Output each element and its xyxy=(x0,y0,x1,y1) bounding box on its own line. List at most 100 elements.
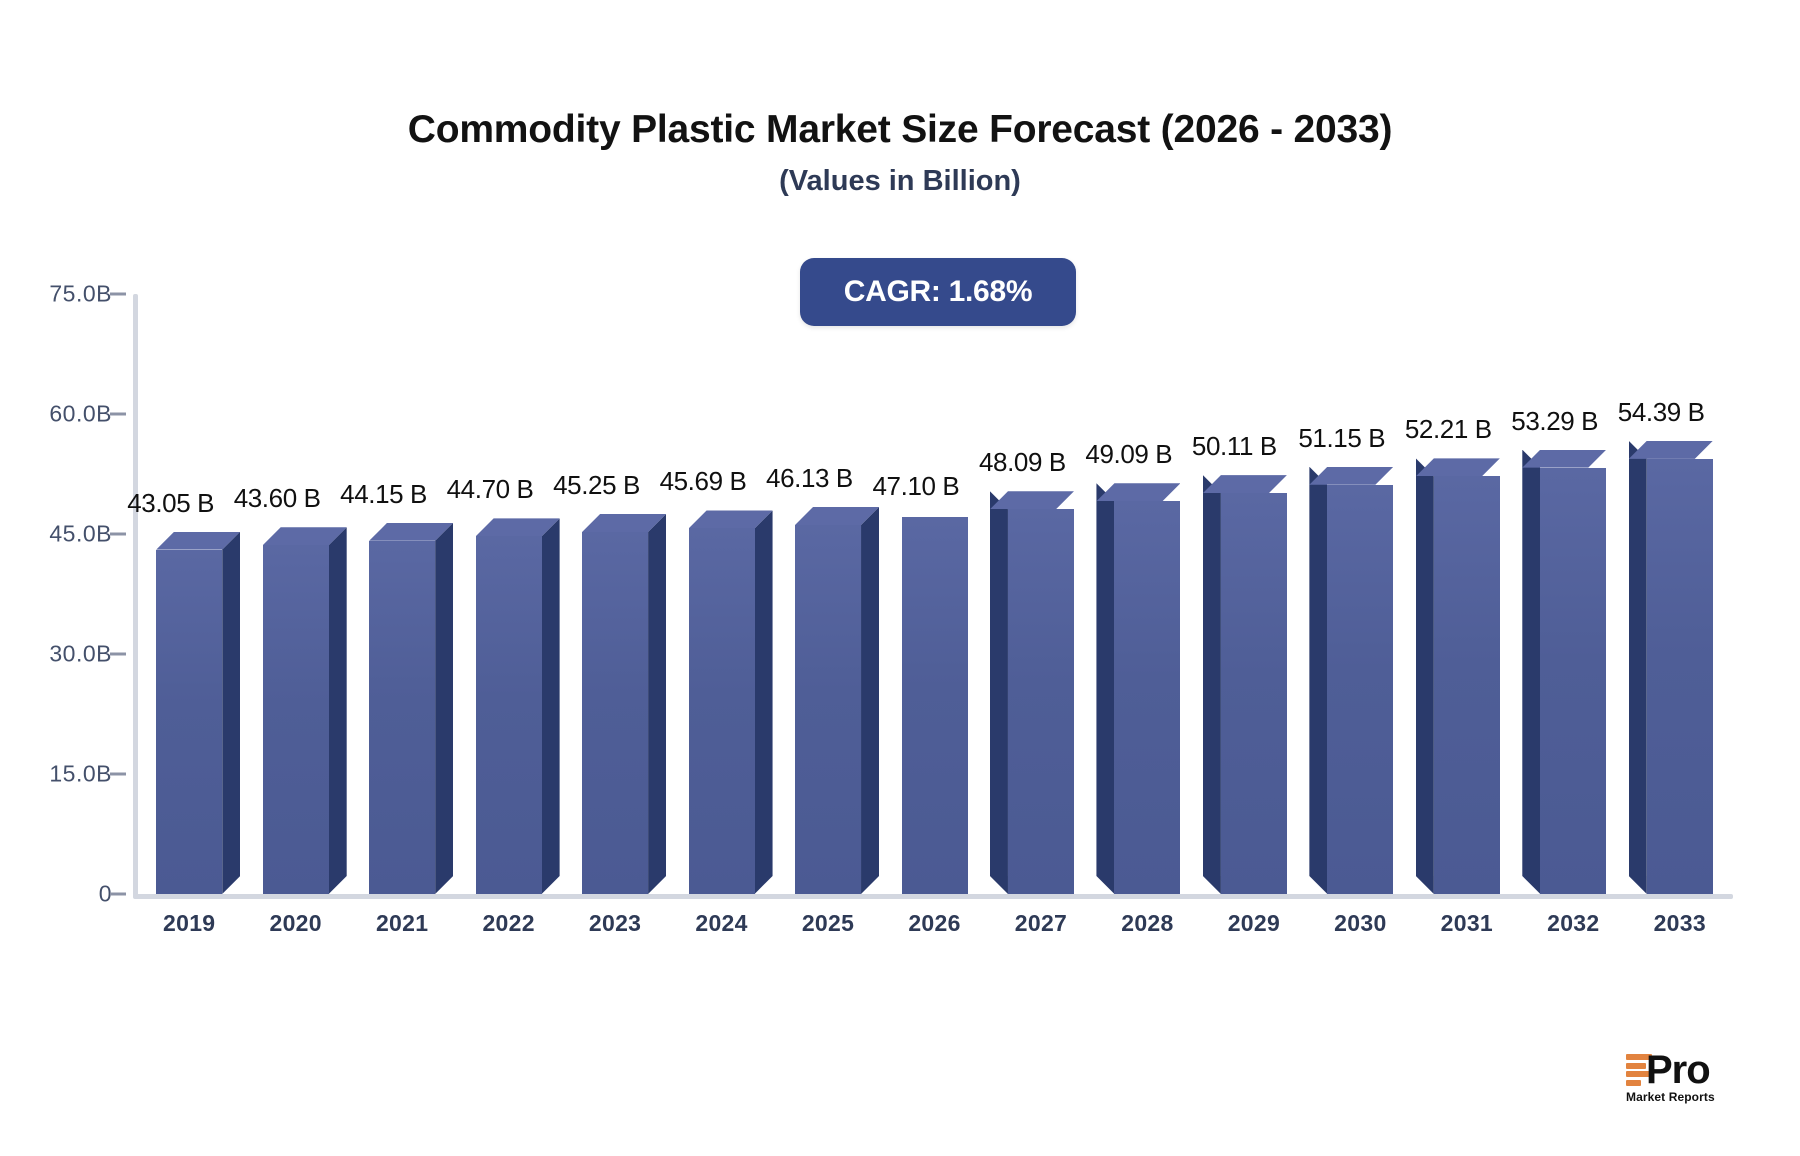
x-axis-tick-label: 2023 xyxy=(588,910,642,936)
cagr-badge: CAGR: 1.68% xyxy=(800,258,1076,326)
bar-value-label: 54.39 B xyxy=(1617,396,1705,427)
x-axis-tick-label: 2026 xyxy=(908,910,961,936)
y-axis-tick-mark xyxy=(110,412,126,416)
bar-front-face xyxy=(1220,493,1287,894)
x-axis-tick-label: 2028 xyxy=(1121,910,1174,936)
bar-top-face xyxy=(156,532,240,550)
bar-top-face xyxy=(1309,467,1393,485)
bar-side-face xyxy=(648,514,666,894)
logo-tagline: Market Reports xyxy=(1626,1090,1715,1104)
bar-front-face xyxy=(1540,467,1607,894)
bar-side-face xyxy=(861,507,879,894)
bar-top-face xyxy=(476,518,560,536)
bar-front-face xyxy=(369,540,436,894)
bar-side-face xyxy=(1203,475,1221,894)
y-axis-tick-label: 60.0B xyxy=(49,400,112,427)
y-axis-tick-label: 30.0B xyxy=(49,640,112,667)
x-axis-tick-label: 2021 xyxy=(375,910,429,936)
bar-value-label: 43.60 B xyxy=(233,483,321,514)
x-axis-tick-label: 2025 xyxy=(801,910,855,936)
y-axis-tick-mark xyxy=(110,892,126,896)
bar-front-face xyxy=(582,532,649,894)
bar-front-face xyxy=(156,549,223,894)
bar-side-face xyxy=(1416,458,1434,894)
x-axis-tick-label: 2022 xyxy=(482,910,535,936)
bar-top-face xyxy=(1522,450,1606,468)
bar-front-face xyxy=(1646,458,1713,894)
x-axis-tick-label: 2024 xyxy=(695,910,748,936)
x-axis-line xyxy=(133,894,1733,899)
x-axis-tick-label: 2019 xyxy=(163,910,216,936)
bar-side-face xyxy=(222,532,240,894)
x-axis-tick-label: 2030 xyxy=(1334,910,1387,936)
bar-front-face xyxy=(1433,476,1500,894)
page-title: Commodity Plastic Market Size Forecast (… xyxy=(407,108,1393,151)
y-axis-tick-label: 0 xyxy=(98,880,112,907)
bar-value-label: 51.15 B xyxy=(1298,422,1386,453)
bar-top-face xyxy=(582,514,666,532)
bar-value-label: 44.70 B xyxy=(446,474,534,505)
bar-top-face xyxy=(1203,475,1287,493)
y-axis-tick-label: 15.0B xyxy=(49,760,112,787)
x-axis-tick-label: 2031 xyxy=(1440,910,1494,936)
bar-side-face xyxy=(1522,450,1540,894)
bar-value-label: 45.69 B xyxy=(659,466,747,497)
logo-bars-icon xyxy=(1626,1054,1652,1086)
x-axis-tick-label: 2033 xyxy=(1653,910,1706,936)
y-axis-line xyxy=(133,294,138,898)
bar-value-label: 45.25 B xyxy=(553,470,640,500)
bar-top-face xyxy=(263,527,347,545)
x-axis-tick-label: 2032 xyxy=(1547,910,1600,936)
bar-front-face xyxy=(1007,509,1074,894)
bar-top-face xyxy=(689,510,773,528)
x-axis-tick-label: 2029 xyxy=(1227,910,1281,936)
bar-value-label: 44.15 B xyxy=(340,478,427,509)
bar-side-face xyxy=(990,491,1008,894)
x-axis-tick-label: 2027 xyxy=(1014,910,1068,936)
bar-top-face xyxy=(1629,441,1713,459)
bar-value-label: 48.09 B xyxy=(978,447,1066,478)
chart-subtitle: (Values in Billion) xyxy=(779,165,1021,197)
bar-top-face xyxy=(1416,458,1500,476)
bar-side-face xyxy=(542,518,560,894)
bar-top-face xyxy=(1096,483,1180,501)
bar-side-face xyxy=(755,510,773,894)
bar-front-face xyxy=(901,517,968,894)
bar-value-label: 49.09 B xyxy=(1085,439,1173,470)
y-axis-tick-mark xyxy=(110,772,126,776)
bar-front-face xyxy=(1327,484,1394,894)
bar-side-face xyxy=(1629,441,1647,894)
bar-value-label: 43.05 B xyxy=(127,487,215,518)
bar-value-label: 47.10 B xyxy=(872,471,960,502)
bar-front-face xyxy=(262,545,329,894)
cagr-badge-label: CAGR: 1.68% xyxy=(843,275,1033,308)
bar-top-face xyxy=(795,507,879,525)
bar-front-face xyxy=(475,536,542,894)
bar-side-face xyxy=(1096,483,1114,894)
x-axis-tick-label: 2020 xyxy=(269,910,322,936)
bar-value-label: 53.29 B xyxy=(1511,405,1599,436)
bar-side-face xyxy=(1309,467,1327,894)
y-axis-tick-label: 75.0B xyxy=(49,280,112,307)
y-axis-tick-mark xyxy=(110,292,126,296)
bar-front-face xyxy=(688,528,755,894)
bar-front-face xyxy=(795,524,862,894)
bar-value-label: 52.21 B xyxy=(1404,414,1492,445)
